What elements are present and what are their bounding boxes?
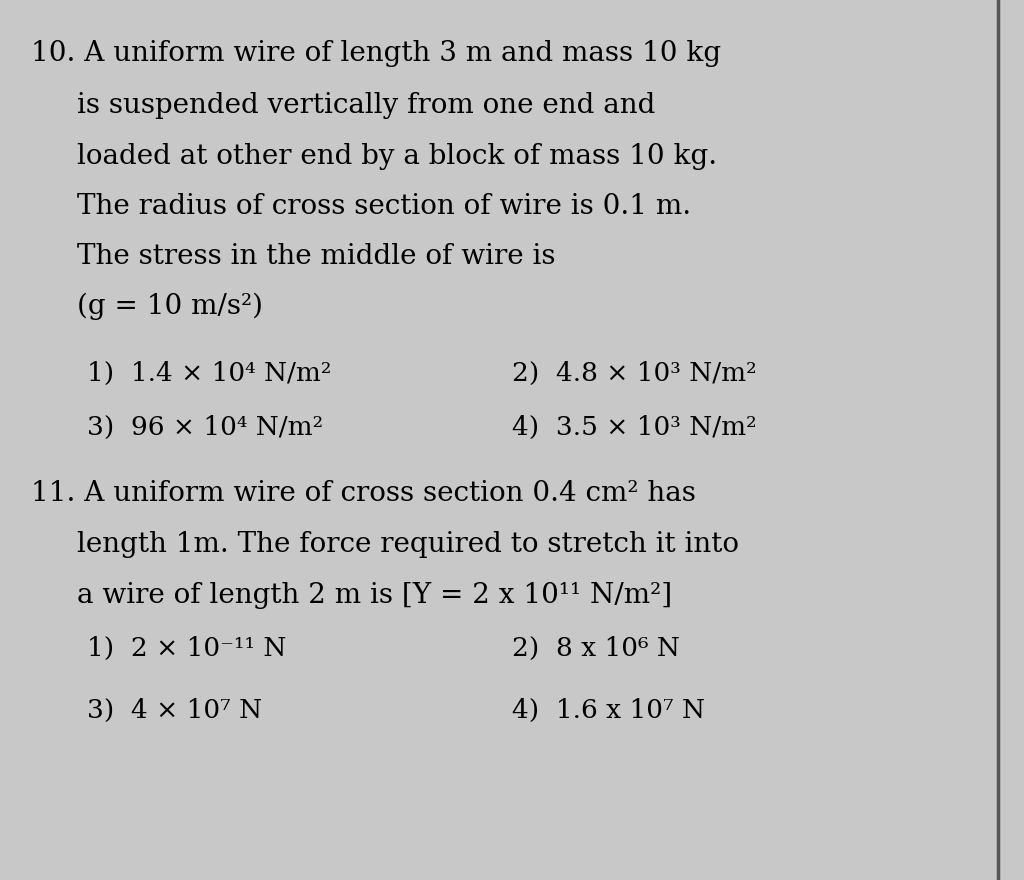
Text: 3)  96 × 10⁴ N/m²: 3) 96 × 10⁴ N/m² [87,415,324,440]
Text: length 1m. The force required to stretch it into: length 1m. The force required to stretch… [77,531,738,558]
Text: 11. A uniform wire of cross section 0.4 cm² has: 11. A uniform wire of cross section 0.4 … [31,480,695,507]
Text: The stress in the middle of wire is: The stress in the middle of wire is [77,243,555,270]
Text: (g = 10 m/s²): (g = 10 m/s²) [77,293,263,320]
Text: 2)  8 x 10⁶ N: 2) 8 x 10⁶ N [512,636,680,661]
Text: 1)  1.4 × 10⁴ N/m²: 1) 1.4 × 10⁴ N/m² [87,361,332,385]
Text: 4)  3.5 × 10³ N/m²: 4) 3.5 × 10³ N/m² [512,415,757,440]
Text: is suspended vertically from one end and: is suspended vertically from one end and [77,92,655,120]
Text: 2)  4.8 × 10³ N/m²: 2) 4.8 × 10³ N/m² [512,361,757,385]
Text: loaded at other end by a block of mass 10 kg.: loaded at other end by a block of mass 1… [77,143,717,170]
Text: a wire of length 2 m is [Y = 2 x 10¹¹ N/m²]: a wire of length 2 m is [Y = 2 x 10¹¹ N/… [77,582,672,609]
Text: The radius of cross section of wire is 0.1 m.: The radius of cross section of wire is 0… [77,193,691,220]
Text: 1)  2 × 10⁻¹¹ N: 1) 2 × 10⁻¹¹ N [87,636,287,661]
Text: 10. A uniform wire of length 3 m and mass 10 kg: 10. A uniform wire of length 3 m and mas… [31,40,721,67]
Text: 3)  4 × 10⁷ N: 3) 4 × 10⁷ N [87,698,262,722]
Text: 4)  1.6 x 10⁷ N: 4) 1.6 x 10⁷ N [512,698,705,722]
